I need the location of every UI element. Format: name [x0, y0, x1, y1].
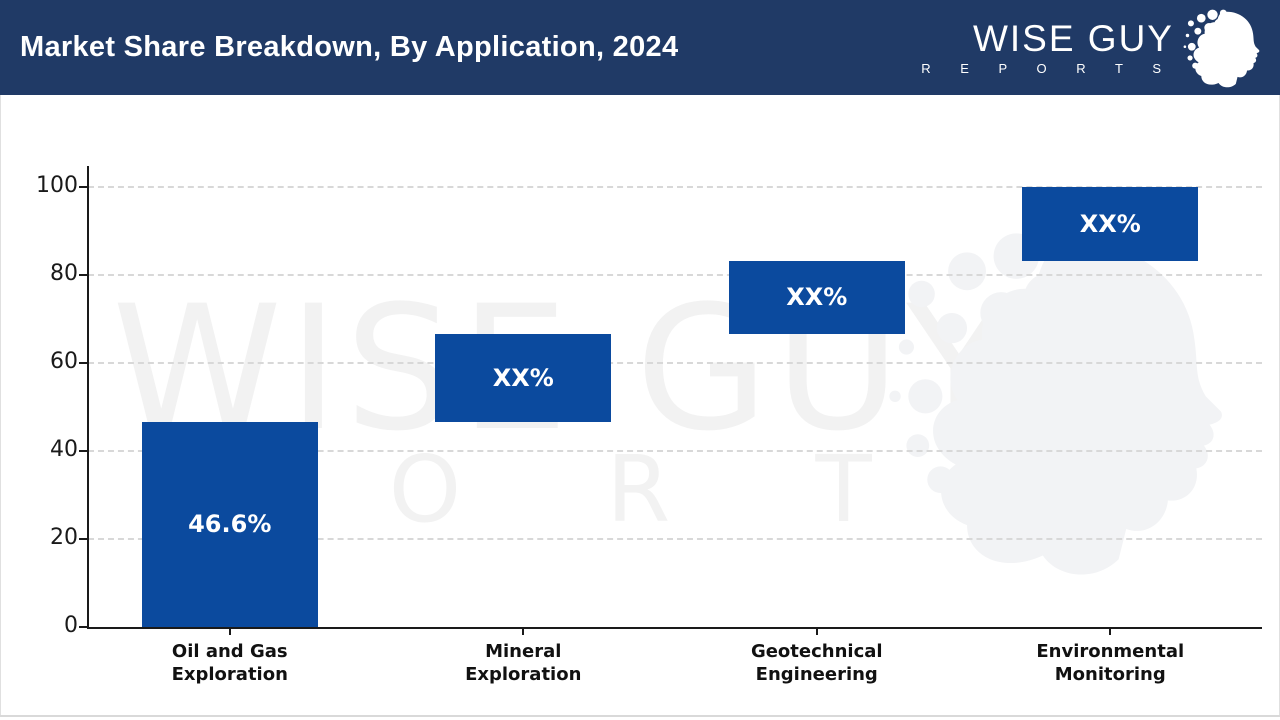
bottom-border [0, 715, 1280, 717]
x-tick-2 [522, 628, 525, 635]
y-tick-label-60: 60 [50, 349, 78, 374]
wiseguy-logo: WISE GUY R E P O R T S [921, 6, 1266, 90]
x-category-label-4: Environmental Monitoring [1036, 641, 1185, 686]
chart-title: Market Share Breakdown, By Application, … [20, 31, 679, 63]
logo-text: WISE GUY R E P O R T S [921, 18, 1174, 76]
y-tick-100 [79, 186, 88, 188]
x-category-label-1: Oil and Gas Exploration [171, 641, 288, 686]
bar-2: XX% [435, 333, 612, 422]
header-bar: Market Share Breakdown, By Application, … [0, 0, 1280, 95]
bar-4: XX% [1022, 187, 1199, 261]
x-category-label-2: Mineral Exploration [465, 641, 582, 686]
x-axis-line [87, 627, 1262, 629]
bar-3: XX% [728, 260, 905, 334]
y-axis-line [87, 166, 89, 628]
x-tick-3 [815, 628, 818, 635]
y-tick-label-100: 100 [36, 173, 78, 198]
bar-value-label-1: 46.6% [188, 510, 272, 539]
gridline-100 [88, 186, 1262, 188]
bar-value-label-3: XX% [786, 283, 848, 312]
frame-edge-left [0, 95, 1, 717]
y-tick-20 [79, 538, 88, 540]
y-tick-80 [79, 274, 88, 276]
logo-head-icon [1183, 9, 1260, 88]
bar-1: 46.6% [141, 421, 318, 627]
y-tick-label-20: 20 [50, 525, 78, 550]
y-tick-label-40: 40 [50, 437, 78, 462]
gridline-60 [88, 362, 1262, 364]
watermark-text-ports: P O R T S [188, 436, 1134, 543]
logo-wordmark: WISE GUY [972, 18, 1174, 60]
x-category-label-3: Geotechnical Engineering [750, 641, 883, 686]
y-tick-label-80: 80 [50, 261, 78, 286]
y-tick-label-0: 0 [64, 613, 78, 638]
x-tick-4 [1109, 628, 1112, 635]
bar-value-label-4: XX% [1079, 209, 1141, 238]
x-tick-1 [228, 628, 231, 635]
gridline-20 [88, 538, 1262, 540]
y-tick-0 [79, 626, 88, 628]
y-tick-60 [79, 362, 88, 364]
logo-subtext: R E P O R T S [921, 60, 1174, 76]
gridline-40 [88, 450, 1262, 452]
y-tick-40 [79, 450, 88, 452]
gridline-80 [88, 274, 1262, 276]
bar-value-label-2: XX% [492, 363, 554, 392]
